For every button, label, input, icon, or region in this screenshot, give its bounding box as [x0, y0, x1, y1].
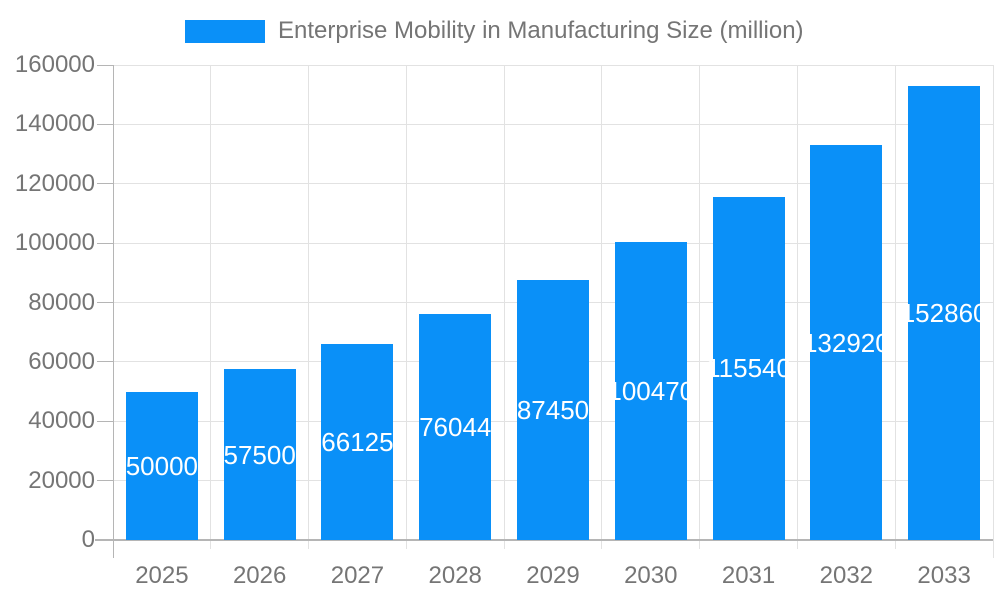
- gridline-horizontal: [113, 183, 993, 185]
- y-axis-tick: [97, 480, 113, 482]
- gridline-vertical: [601, 65, 603, 549]
- y-axis-tick: [97, 64, 113, 66]
- gridline-vertical: [894, 65, 896, 549]
- x-axis-tick-label: 2025: [135, 562, 189, 589]
- legend-swatch[interactable]: [185, 19, 265, 43]
- x-axis-tick-label: 2033: [917, 562, 971, 589]
- y-axis-tick: [97, 123, 113, 125]
- y-axis-tick-label: 0: [81, 526, 95, 553]
- gridline-vertical: [503, 65, 505, 549]
- gridline-horizontal: [113, 64, 993, 66]
- bar[interactable]: [810, 145, 883, 540]
- x-axis-tick-label: 2032: [819, 562, 874, 589]
- gridline-vertical: [210, 65, 212, 549]
- bar[interactable]: [419, 314, 492, 540]
- gridline-horizontal: [113, 242, 993, 244]
- gridline-horizontal: [113, 123, 993, 125]
- y-axis-tick-label: 120000: [14, 169, 95, 197]
- bar[interactable]: [223, 369, 296, 540]
- x-axis-tick-label: 2027: [330, 562, 385, 589]
- x-axis-tick-label: 2031: [721, 562, 776, 589]
- y-axis-tick: [97, 420, 113, 422]
- y-axis-tick-label: 60000: [28, 347, 95, 375]
- legend-label[interactable]: Enterprise Mobility in Manufacturing Siz…: [278, 17, 804, 44]
- y-axis-tick-label: 40000: [28, 407, 95, 435]
- y-axis-line: [112, 65, 114, 558]
- x-axis-tick-label: 2030: [624, 562, 678, 589]
- bar[interactable]: [614, 241, 687, 540]
- y-axis-tick-label: 80000: [28, 288, 95, 316]
- bar[interactable]: [712, 196, 785, 540]
- legend[interactable]: Enterprise Mobility in Manufacturing Siz…: [185, 17, 804, 45]
- gridline-vertical: [992, 65, 994, 558]
- x-axis-line: [95, 539, 993, 541]
- bar[interactable]: [321, 343, 394, 540]
- y-axis-tick-label: 160000: [14, 51, 95, 78]
- bar[interactable]: [125, 391, 198, 540]
- bar[interactable]: [908, 86, 981, 540]
- gridline-vertical: [796, 65, 798, 549]
- y-axis-tick-label: 20000: [28, 466, 95, 494]
- gridline-vertical: [699, 65, 701, 549]
- y-axis-tick: [97, 242, 113, 244]
- x-axis-tick-label: 2026: [232, 562, 287, 589]
- y-axis-tick-label: 100000: [14, 229, 95, 257]
- y-axis-tick: [97, 183, 113, 185]
- x-axis-tick-label: 2029: [526, 562, 580, 589]
- gridline-vertical: [308, 65, 310, 549]
- gridline-vertical: [405, 65, 407, 549]
- y-axis-tick: [97, 302, 113, 303]
- x-axis-tick-label: 2028: [428, 562, 482, 589]
- y-axis-tick: [97, 361, 113, 363]
- bar[interactable]: [517, 280, 589, 540]
- y-axis-tick-label: 140000: [14, 110, 95, 138]
